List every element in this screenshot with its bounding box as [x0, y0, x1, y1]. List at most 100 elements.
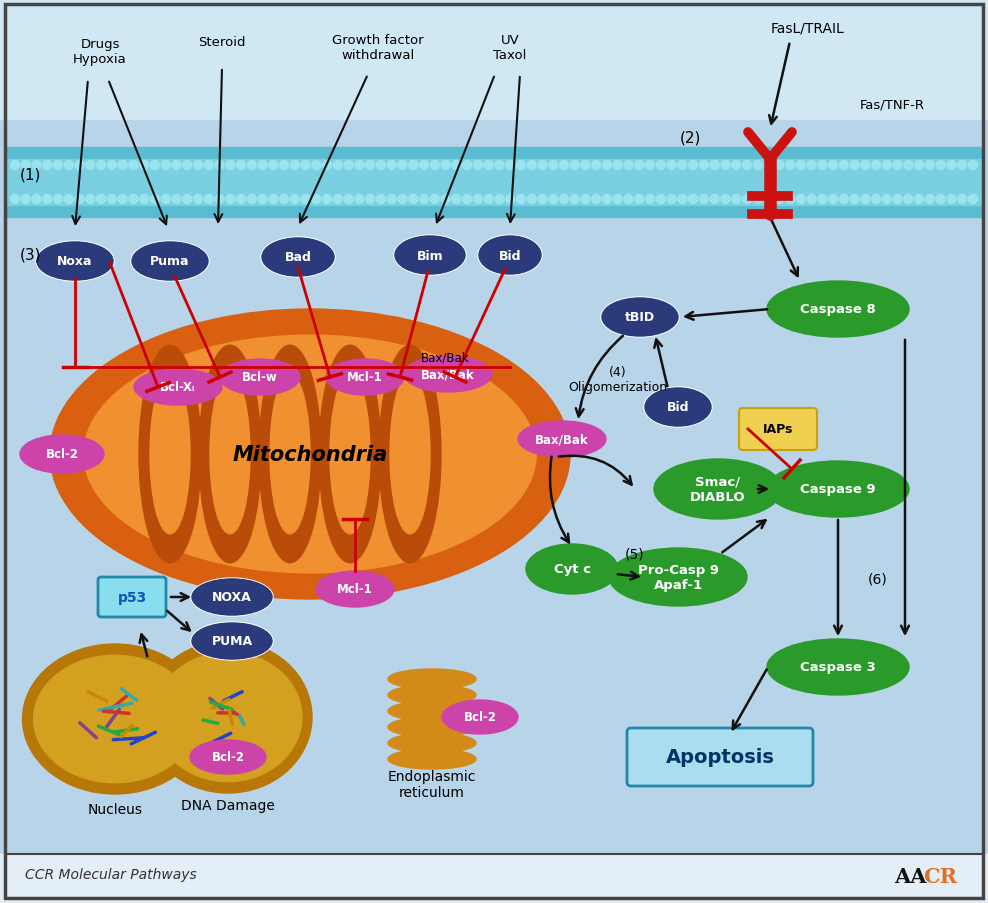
Ellipse shape	[316, 572, 394, 608]
Circle shape	[957, 162, 966, 171]
Circle shape	[710, 162, 719, 171]
Circle shape	[376, 162, 385, 171]
Ellipse shape	[144, 641, 312, 793]
Circle shape	[635, 162, 644, 171]
Circle shape	[667, 195, 676, 204]
Circle shape	[301, 195, 310, 204]
Circle shape	[355, 195, 364, 204]
Circle shape	[119, 162, 127, 171]
Circle shape	[452, 162, 460, 171]
Circle shape	[645, 195, 655, 204]
Ellipse shape	[518, 422, 606, 458]
Text: Endoplasmic
reticulum: Endoplasmic reticulum	[388, 769, 476, 799]
Circle shape	[581, 195, 590, 204]
Circle shape	[537, 195, 547, 204]
Circle shape	[721, 195, 730, 204]
Circle shape	[183, 162, 192, 171]
Circle shape	[258, 162, 267, 171]
Ellipse shape	[609, 548, 747, 606]
Circle shape	[775, 162, 783, 171]
FancyBboxPatch shape	[627, 728, 813, 787]
Circle shape	[656, 162, 665, 171]
Ellipse shape	[602, 299, 678, 337]
Circle shape	[64, 195, 73, 204]
Text: Bcl-w: Bcl-w	[242, 371, 278, 384]
Circle shape	[528, 162, 536, 171]
Ellipse shape	[134, 369, 222, 405]
Circle shape	[75, 162, 84, 171]
Text: Caspase 3: Caspase 3	[800, 661, 876, 674]
Ellipse shape	[767, 639, 909, 695]
Ellipse shape	[262, 238, 334, 276]
Ellipse shape	[220, 359, 300, 396]
Circle shape	[850, 162, 860, 171]
Text: Bax/Bak: Bax/Bak	[421, 351, 469, 364]
Circle shape	[258, 195, 267, 204]
Circle shape	[161, 162, 170, 171]
Text: Bcl-2: Bcl-2	[45, 448, 78, 461]
Circle shape	[387, 195, 396, 204]
Circle shape	[893, 195, 902, 204]
Text: Bax/Bak: Bax/Bak	[421, 368, 475, 381]
Circle shape	[947, 195, 956, 204]
Text: Steroid: Steroid	[199, 35, 246, 49]
Circle shape	[926, 195, 935, 204]
Circle shape	[775, 195, 783, 204]
Text: NOXA: NOXA	[212, 591, 252, 604]
Text: UV
Taxol: UV Taxol	[493, 34, 527, 62]
Text: CR: CR	[923, 866, 957, 886]
Circle shape	[226, 162, 235, 171]
Circle shape	[333, 162, 343, 171]
Circle shape	[344, 195, 353, 204]
Circle shape	[926, 162, 935, 171]
Ellipse shape	[767, 461, 909, 517]
Circle shape	[700, 195, 708, 204]
Circle shape	[441, 162, 451, 171]
Circle shape	[861, 162, 869, 171]
Circle shape	[484, 162, 493, 171]
Circle shape	[614, 162, 622, 171]
Circle shape	[53, 195, 62, 204]
Circle shape	[86, 162, 95, 171]
Text: Bcl-2: Bcl-2	[463, 711, 497, 723]
Text: Bax/Bak: Bax/Bak	[535, 433, 589, 446]
Circle shape	[818, 162, 827, 171]
Circle shape	[128, 195, 138, 204]
Circle shape	[742, 195, 752, 204]
Circle shape	[150, 162, 159, 171]
Circle shape	[22, 195, 31, 204]
Text: Caspase 8: Caspase 8	[800, 303, 876, 316]
Ellipse shape	[34, 656, 197, 783]
Text: p53: p53	[118, 591, 146, 604]
Circle shape	[915, 195, 924, 204]
Circle shape	[678, 162, 687, 171]
Circle shape	[882, 195, 891, 204]
Text: CCR Molecular Pathways: CCR Molecular Pathways	[25, 867, 197, 881]
Circle shape	[570, 195, 579, 204]
Circle shape	[656, 195, 665, 204]
Ellipse shape	[270, 375, 310, 535]
Circle shape	[635, 195, 644, 204]
Text: FasL/TRAIL: FasL/TRAIL	[771, 21, 845, 35]
Circle shape	[247, 195, 256, 204]
Circle shape	[495, 162, 504, 171]
Circle shape	[75, 195, 84, 204]
Circle shape	[473, 195, 482, 204]
Circle shape	[452, 195, 460, 204]
Circle shape	[871, 195, 880, 204]
Circle shape	[484, 195, 493, 204]
Text: Growth factor
withdrawal: Growth factor withdrawal	[332, 34, 424, 62]
Circle shape	[139, 195, 148, 204]
Text: Mcl-1: Mcl-1	[337, 582, 372, 596]
Circle shape	[968, 195, 977, 204]
Text: Bad: Bad	[285, 251, 311, 265]
Circle shape	[882, 162, 891, 171]
Circle shape	[937, 162, 946, 171]
Circle shape	[861, 195, 869, 204]
Circle shape	[753, 162, 762, 171]
Ellipse shape	[20, 435, 104, 473]
Circle shape	[11, 195, 20, 204]
Circle shape	[689, 162, 698, 171]
Text: IAPs: IAPs	[763, 423, 793, 436]
Circle shape	[678, 195, 687, 204]
